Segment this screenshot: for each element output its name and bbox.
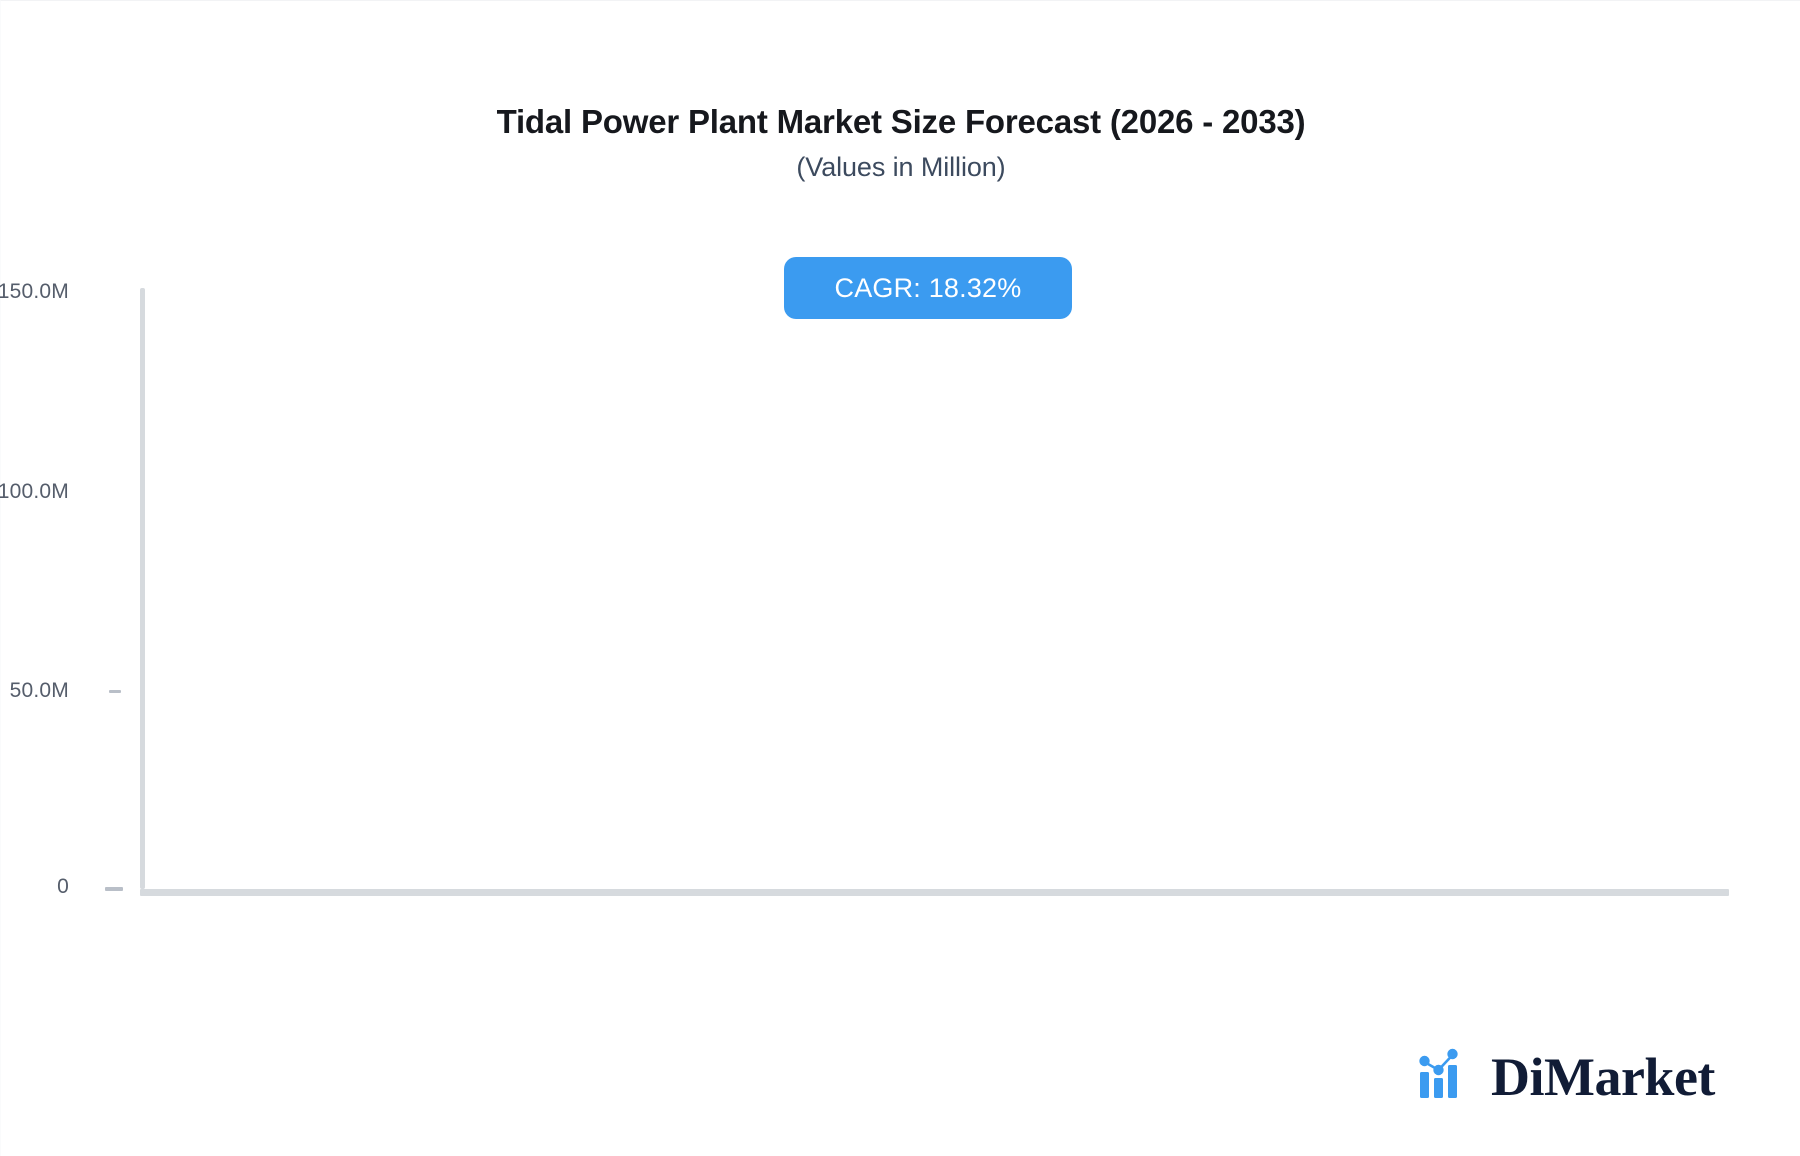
cagr-badge: CAGR: 18.32%: [784, 257, 1072, 319]
x-axis-line: [140, 889, 1729, 896]
chart-title: Tidal Power Plant Market Size Forecast (…: [496, 103, 1306, 140]
y-tick-mark-50: [109, 690, 121, 693]
bar-chart-logo-icon: [1419, 1048, 1458, 1098]
y-tick-label-150: 150.0M: [0, 280, 69, 303]
chart-title-block: Tidal Power Plant Market Size Forecast (…: [1, 101, 1800, 183]
y-tick-mark-0: [105, 887, 123, 891]
brand-logo: DiMarket: [1419, 1041, 1715, 1107]
brand-logo-text: DiMarket: [1491, 1046, 1715, 1107]
y-tick-label-50: 50.0M: [9, 679, 69, 702]
chart-subtitle: (Values in Million): [796, 152, 1006, 183]
cagr-badge-label: CAGR: 18.32%: [834, 272, 1022, 303]
y-tick-label-0: 0: [57, 875, 69, 898]
y-tick-label-100: 100.0M: [0, 480, 69, 503]
y-axis-line: [140, 288, 145, 889]
